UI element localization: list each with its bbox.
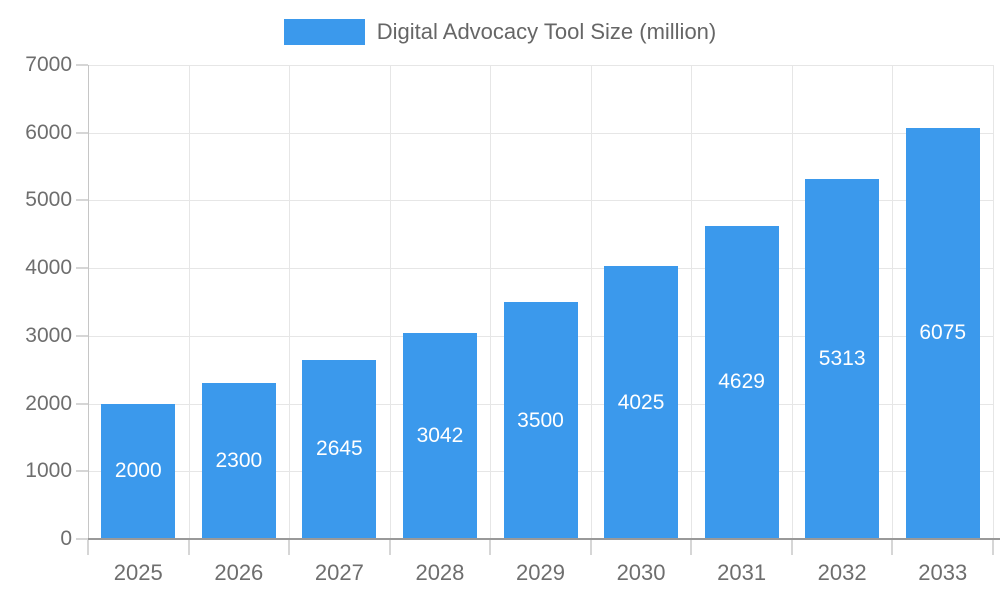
bar[interactable]: 4629 (704, 225, 779, 539)
y-axis-tick (76, 402, 88, 405)
x-axis-tick (992, 540, 994, 555)
bar-value-label: 2645 (316, 437, 363, 461)
x-axis-tick (388, 540, 391, 555)
horizontal-gridline (88, 268, 993, 270)
horizontal-gridline (88, 132, 993, 134)
horizontal-gridline (88, 200, 993, 202)
vertical-gridline (691, 65, 693, 539)
y-axis-tick-label: 1000 (25, 459, 72, 483)
y-axis-tick (76, 334, 88, 337)
vertical-gridline (289, 65, 291, 539)
x-axis-tick (690, 540, 693, 555)
y-axis-tick-label: 5000 (25, 188, 72, 212)
legend-label: Digital Advocacy Tool Size (million) (376, 19, 717, 44)
y-axis-line (88, 65, 89, 539)
y-axis-tick-label: 4000 (25, 256, 72, 280)
y-axis-tick (76, 131, 88, 134)
vertical-gridline (993, 65, 994, 539)
x-axis-tick-label: 2028 (415, 560, 465, 585)
bar[interactable]: 3042 (402, 333, 477, 539)
bar-value-label: 6075 (919, 321, 967, 345)
legend-swatch (283, 19, 365, 45)
x-axis-tick (87, 540, 89, 555)
y-axis-tick (76, 538, 88, 540)
y-axis-tick-label: 7000 (25, 53, 72, 76)
x-axis-tick-label: 2032 (817, 560, 867, 585)
x-axis-tick-label: 2030 (616, 560, 666, 585)
x-axis-tick (790, 540, 793, 555)
x-axis-tick-label: 2029 (516, 560, 565, 585)
bar-value-label: 3500 (517, 408, 564, 432)
bar[interactable]: 5313 (805, 179, 880, 539)
vertical-gridline (490, 65, 492, 539)
bar-value-label: 2300 (215, 449, 263, 473)
x-axis-tick-label: 2031 (717, 560, 767, 585)
vertical-gridline (590, 65, 592, 539)
bar[interactable]: 2645 (302, 359, 377, 539)
bar[interactable]: 2000 (101, 403, 176, 539)
x-axis-tick-label: 2033 (918, 560, 968, 585)
y-axis-tick-label: 0 (60, 527, 72, 550)
x-axis-tick-label: 2027 (314, 560, 364, 585)
y-axis-tick (76, 64, 88, 66)
legend[interactable]: Digital Advocacy Tool Size (million) (0, 14, 1000, 50)
x-axis-tick (891, 540, 894, 555)
y-axis-tick-label: 6000 (25, 120, 72, 144)
y-axis-tick-label: 2000 (25, 391, 72, 415)
x-axis-tick (187, 540, 190, 555)
x-axis-tick (589, 540, 592, 555)
vertical-gridline (389, 65, 391, 539)
bar-value-label: 2000 (114, 459, 162, 483)
bar[interactable]: 3500 (503, 302, 578, 539)
bar-value-label: 4629 (718, 370, 765, 394)
vertical-gridline (791, 65, 793, 539)
bar-value-label: 4025 (617, 390, 665, 414)
y-axis-tick (76, 470, 88, 473)
bar-value-label: 3042 (416, 424, 464, 447)
bar-value-label: 5313 (818, 347, 866, 371)
x-axis-tick (288, 540, 291, 555)
y-axis-tick (76, 267, 88, 270)
bar[interactable]: 2300 (201, 383, 276, 539)
bar[interactable]: 4025 (604, 266, 679, 539)
bar[interactable]: 6075 (905, 127, 980, 539)
plot-area: 2000 2300 2645 3042 3500 4025 4629 5313 6075 (88, 65, 994, 539)
x-axis-tick (489, 540, 492, 555)
y-axis-tick-label: 3000 (25, 323, 72, 347)
x-axis-line (88, 538, 1000, 540)
y-axis-tick (76, 199, 88, 202)
horizontal-gridline (88, 65, 993, 66)
x-axis-tick-label: 2025 (113, 560, 163, 585)
vertical-gridline (188, 65, 190, 539)
vertical-gridline (892, 65, 894, 539)
x-axis-tick-label: 2026 (214, 560, 264, 585)
